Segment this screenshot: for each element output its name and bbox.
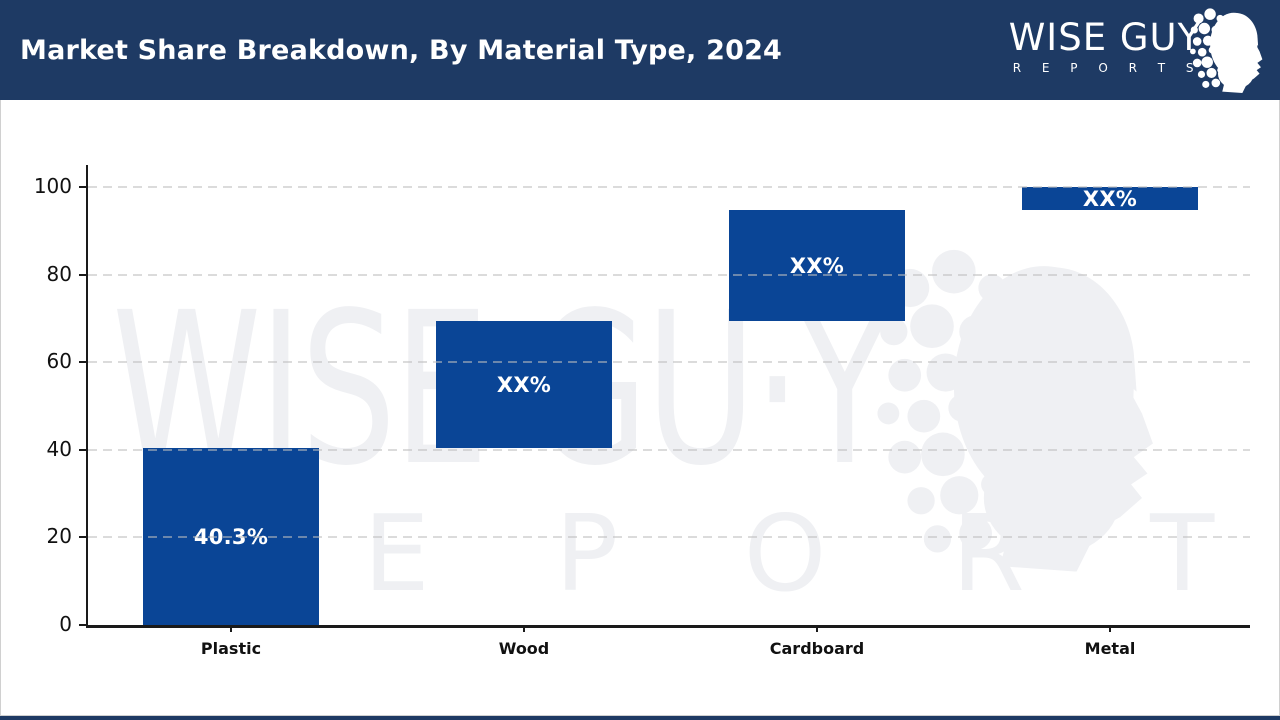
y-tick-label-100: 100 bbox=[33, 174, 72, 198]
page-title: Market Share Breakdown, By Material Type… bbox=[20, 34, 783, 66]
y-tick-label-20: 20 bbox=[46, 524, 72, 549]
y-axis-line bbox=[86, 165, 88, 628]
gridline-60 bbox=[88, 361, 1250, 364]
y-tick-mark-0 bbox=[79, 624, 86, 626]
bar-value-label-metal: XX% bbox=[1082, 186, 1138, 211]
x-tick-mark-wood bbox=[523, 625, 525, 632]
gridline-100 bbox=[88, 186, 1250, 188]
y-tick-label-60: 60 bbox=[46, 349, 72, 374]
gridline-80 bbox=[88, 273, 1250, 276]
y-tick-label-40: 40 bbox=[46, 436, 72, 461]
brand-logo: WISE GUY R E P O R T S bbox=[1008, 4, 1270, 96]
brand-logo-primary: WISE GUY bbox=[1008, 16, 1202, 59]
x-tick-mark-metal bbox=[1109, 625, 1111, 632]
y-tick-mark-100 bbox=[79, 186, 86, 188]
gridline-40 bbox=[88, 448, 1250, 451]
bar-wood: XX% bbox=[436, 321, 612, 449]
y-tick-mark-40 bbox=[79, 448, 86, 451]
footer-accent-bar bbox=[0, 716, 1280, 720]
bar-metal: XX% bbox=[1022, 186, 1198, 211]
x-tick-label-metal: Metal bbox=[1084, 639, 1136, 658]
y-tick-label-0: 0 bbox=[59, 612, 72, 636]
bar-cardboard: XX% bbox=[729, 210, 905, 322]
brand-logo-text: WISE GUY R E P O R T S bbox=[1008, 16, 1202, 76]
y-tick-mark-20 bbox=[79, 536, 86, 539]
y-tick-mark-60 bbox=[79, 361, 86, 364]
x-tick-label-wood: Wood bbox=[498, 639, 550, 658]
brand-head-icon bbox=[1188, 7, 1268, 93]
x-tick-mark-plastic bbox=[230, 625, 232, 632]
header-bar: Market Share Breakdown, By Material Type… bbox=[0, 0, 1280, 100]
gridline-20 bbox=[88, 536, 1250, 539]
x-tick-mark-cardboard bbox=[816, 625, 818, 632]
y-tick-label-80: 80 bbox=[46, 261, 72, 286]
bar-value-label-wood: XX% bbox=[496, 372, 552, 397]
y-tick-mark-80 bbox=[79, 273, 86, 276]
x-axis-line bbox=[86, 625, 1250, 628]
brand-logo-secondary: R E P O R T S bbox=[1012, 61, 1202, 75]
x-tick-label-cardboard: Cardboard bbox=[769, 639, 865, 658]
x-tick-label-plastic: Plastic bbox=[200, 639, 262, 658]
